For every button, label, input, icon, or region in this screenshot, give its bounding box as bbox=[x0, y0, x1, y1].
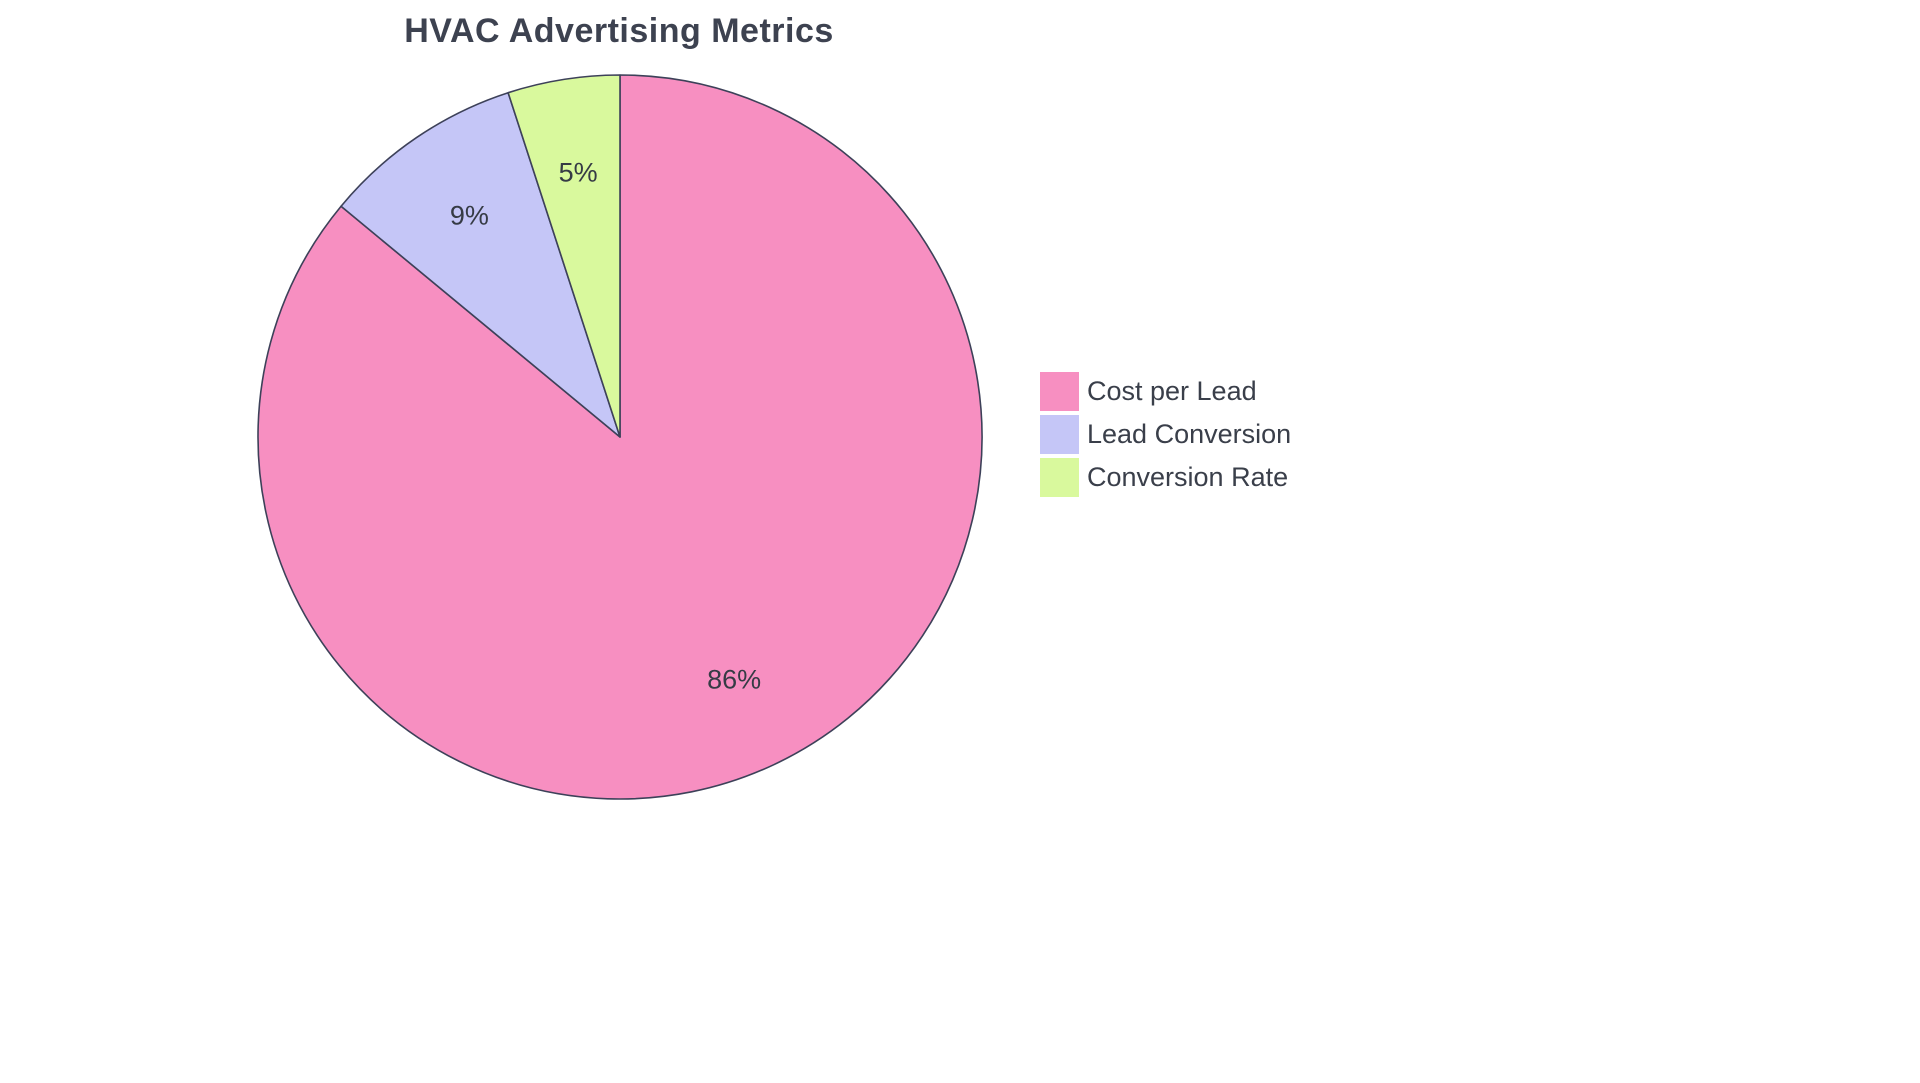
pie-slice-label-conversion-rate: 5% bbox=[559, 157, 598, 187]
legend-swatch-cost-per-lead bbox=[1040, 372, 1079, 411]
pie-slice-label-lead-conversion: 9% bbox=[450, 200, 489, 230]
legend-label-cost-per-lead: Cost per Lead bbox=[1087, 376, 1257, 406]
legend-item-conversion-rate[interactable]: Conversion Rate bbox=[1040, 458, 1291, 497]
legend-item-cost-per-lead[interactable]: Cost per Lead bbox=[1040, 372, 1291, 411]
legend-item-lead-conversion[interactable]: Lead Conversion bbox=[1040, 415, 1291, 454]
chart-title: HVAC Advertising Metrics bbox=[404, 12, 834, 50]
legend: Cost per Lead Lead Conversion Conversion… bbox=[1040, 372, 1291, 497]
legend-label-conversion-rate: Conversion Rate bbox=[1087, 462, 1289, 492]
legend-swatch-conversion-rate bbox=[1040, 458, 1079, 497]
legend-label-lead-conversion: Lead Conversion bbox=[1087, 419, 1292, 449]
legend-swatch-lead-conversion bbox=[1040, 415, 1079, 454]
pie-slice-label-cost-per-lead: 86% bbox=[707, 664, 761, 694]
pie-slice-lead-conversion[interactable] bbox=[340, 91, 621, 438]
pie-slice-conversion-rate[interactable] bbox=[507, 74, 621, 438]
